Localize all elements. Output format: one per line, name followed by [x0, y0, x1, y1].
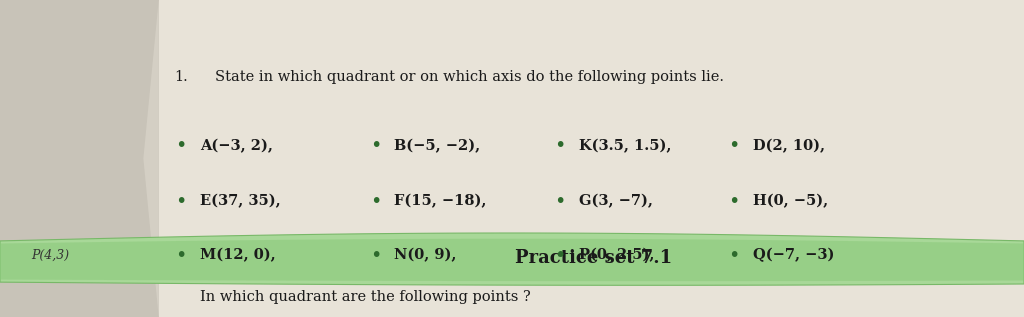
Polygon shape	[0, 239, 1024, 281]
Text: State in which quadrant or on which axis do the following points lie.: State in which quadrant or on which axis…	[215, 70, 724, 84]
Text: •: •	[175, 192, 187, 211]
Text: E(37, 35),: E(37, 35),	[200, 194, 281, 208]
Text: •: •	[370, 192, 382, 211]
Text: F(15, −18),: F(15, −18),	[394, 194, 486, 208]
Polygon shape	[0, 0, 159, 317]
Text: •: •	[554, 192, 566, 211]
Polygon shape	[159, 0, 1024, 317]
Text: G(3, −7),: G(3, −7),	[579, 194, 652, 208]
Text: M(12, 0),: M(12, 0),	[200, 248, 275, 262]
Text: N(0, 9),: N(0, 9),	[394, 248, 457, 262]
Text: Practice set 7.1: Practice set 7.1	[515, 249, 673, 267]
Text: •: •	[554, 136, 566, 155]
Text: 1.: 1.	[174, 70, 187, 84]
Text: •: •	[554, 246, 566, 265]
Text: H(0, −5),: H(0, −5),	[753, 194, 827, 208]
Text: •: •	[728, 246, 740, 265]
Text: •: •	[175, 136, 187, 155]
Text: B(−5, −2),: B(−5, −2),	[394, 139, 480, 153]
Text: •: •	[728, 136, 740, 155]
Text: Q(−7, −3): Q(−7, −3)	[753, 248, 834, 262]
Text: D(2, 10),: D(2, 10),	[753, 139, 824, 153]
Text: •: •	[370, 136, 382, 155]
Text: •: •	[370, 246, 382, 265]
Text: A(−3, 2),: A(−3, 2),	[200, 139, 272, 153]
Polygon shape	[0, 233, 1024, 285]
Text: K(3.5, 1.5),: K(3.5, 1.5),	[579, 139, 671, 153]
Text: P(4,3): P(4,3)	[31, 249, 69, 262]
Text: In which quadrant are the following points ?: In which quadrant are the following poin…	[200, 290, 530, 304]
Text: P(0, 2.5),: P(0, 2.5),	[579, 248, 654, 262]
Text: •: •	[728, 192, 740, 211]
Text: •: •	[175, 246, 187, 265]
